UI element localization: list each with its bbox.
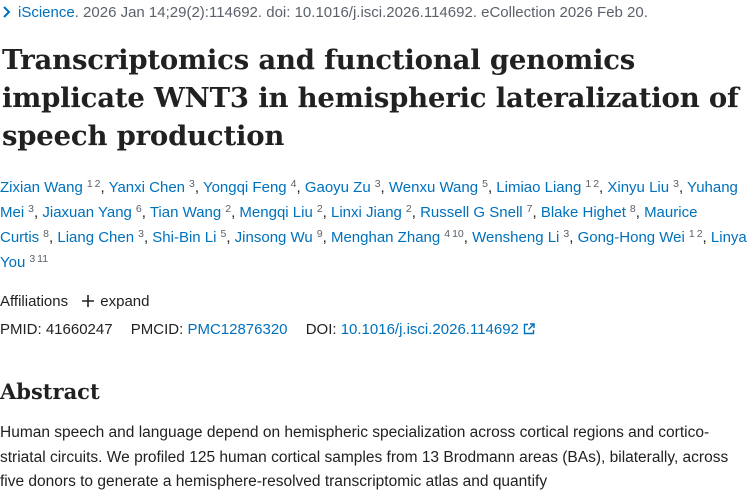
author-link[interactable]: Xinyu Liu	[607, 179, 670, 196]
author-affiliation-numbers: 4	[289, 178, 297, 190]
author-link[interactable]: Zixian Wang	[0, 179, 83, 196]
author-affiliation-numbers: 3	[26, 203, 34, 215]
affiliation-ref[interactable]: 3	[563, 228, 570, 240]
author-affiliation-numbers: 8	[628, 203, 636, 215]
author-affiliation-numbers: 3	[671, 178, 679, 190]
author-affiliation-numbers: 3	[561, 228, 569, 240]
author-list: Zixian Wang 1 2, Yanxi Chen 3, Yongqi Feng 4…	[0, 178, 747, 271]
author-affiliation-numbers: 8	[41, 228, 49, 240]
author-link[interactable]: Wenxu Wang	[388, 179, 479, 196]
affiliation-ref[interactable]: 5	[482, 178, 488, 190]
pmid-label: PMID:	[0, 321, 42, 338]
affiliation-ref[interactable]: 11	[37, 253, 49, 265]
author-link[interactable]: Maurice Curtis	[0, 204, 698, 246]
author-affiliation-numbers: 2	[223, 203, 231, 215]
article-title: Transcriptomics and functional genomics …	[2, 44, 739, 152]
author-link[interactable]: Yongqi Feng	[202, 179, 287, 196]
author-link[interactable]: Blake Highet	[540, 204, 626, 221]
author-affiliation-numbers: 6	[134, 203, 142, 215]
identifiers-row: PMID: 41660247 PMCID: PMC12876320 DOI: 1…	[0, 320, 535, 340]
affiliation-ref[interactable]: 3	[673, 178, 679, 190]
author-affiliation-numbers: 3 11	[27, 253, 48, 265]
author-affiliation-numbers: 5	[218, 228, 226, 240]
affiliation-ref[interactable]: 3	[374, 178, 381, 190]
affiliation-ref[interactable]: 8	[43, 228, 50, 240]
affiliation-ref[interactable]: 1	[585, 178, 592, 190]
affiliation-ref[interactable]: 6	[135, 203, 142, 215]
affiliations-expand-button[interactable]: expand	[82, 292, 149, 312]
author-link[interactable]: Gaoyu Zu	[304, 179, 371, 196]
author-link[interactable]: Menghan Zhang	[330, 229, 441, 246]
author-affiliation-numbers: 2	[315, 203, 323, 215]
affiliation-ref[interactable]: 8	[629, 203, 636, 215]
author-link[interactable]: Shi-Bin Li	[152, 229, 217, 246]
author-link[interactable]: Jinsong Wu	[234, 229, 313, 246]
affiliation-ref[interactable]: 2	[593, 178, 600, 190]
affiliation-ref[interactable]: 3	[29, 253, 36, 265]
plus-icon	[82, 295, 95, 307]
pmcid-link[interactable]: PMC12876320	[187, 321, 288, 338]
affiliation-ref[interactable]: 2	[94, 178, 101, 190]
author-link[interactable]: Wensheng Li	[472, 229, 560, 246]
pmcid-label: PMCID:	[130, 321, 184, 338]
affiliation-ref[interactable]: 2	[405, 203, 412, 215]
author-affiliation-numbers: 3	[187, 178, 195, 190]
author-link[interactable]: Linxi Jiang	[331, 204, 402, 221]
affiliation-ref[interactable]: 4	[290, 178, 297, 190]
author-link[interactable]: Yanxi Chen	[108, 179, 186, 196]
author-affiliation-numbers: 4 10	[442, 228, 464, 240]
affiliation-ref[interactable]: 7	[526, 203, 533, 215]
abstract-text: Human speech and language depend on hemi…	[0, 424, 729, 490]
author-link[interactable]: Russell G Snell	[420, 204, 523, 221]
journal-link[interactable]: iScience	[18, 4, 75, 21]
affiliation-ref[interactable]: 3	[138, 228, 144, 240]
citation-line: iScience. 2026 Jan 14;29(2):114692. doi:…	[0, 3, 648, 23]
affiliation-ref[interactable]: 4	[444, 228, 451, 240]
affiliation-ref[interactable]: 1	[86, 178, 93, 190]
doi-label: DOI:	[305, 321, 337, 338]
doi-link[interactable]: 10.1016/j.isci.2026.114692	[341, 321, 535, 338]
citation-details: . 2026 Jan 14;29(2):114692. doi: 10.1016…	[74, 4, 648, 21]
affiliation-ref[interactable]: 5	[220, 228, 227, 240]
affiliation-ref[interactable]: 3	[189, 178, 195, 190]
author-affiliation-numbers: 3	[373, 178, 381, 190]
affiliation-ref[interactable]: 10	[452, 228, 464, 240]
author-affiliation-numbers: 9	[315, 228, 323, 240]
affiliations-label: Affiliations	[0, 293, 69, 310]
affiliation-ref[interactable]: 2	[696, 228, 703, 240]
external-link-icon	[523, 323, 535, 335]
abstract-heading: Abstract	[0, 379, 100, 404]
pmid-value: 41660247	[45, 321, 113, 338]
affiliations-row: Affiliations expand	[0, 292, 149, 312]
author-link[interactable]: Mengqi Liu	[239, 204, 313, 221]
author-link[interactable]: Tian Wang	[149, 204, 222, 221]
affiliation-ref[interactable]: 9	[316, 228, 323, 240]
author-link[interactable]: Linya You	[0, 229, 747, 271]
author-affiliation-numbers: 3	[136, 228, 144, 240]
author-affiliation-numbers: 7	[525, 203, 533, 215]
affiliation-ref[interactable]: 2	[316, 203, 323, 215]
doi-value: 10.1016/j.isci.2026.114692	[340, 321, 519, 338]
author-link[interactable]: Jiaxuan Yang	[42, 204, 132, 221]
author-link[interactable]: Gong-Hong Wei	[577, 229, 685, 246]
affiliation-ref[interactable]: 1	[688, 228, 695, 240]
author-affiliation-numbers: 2	[404, 203, 412, 215]
author-link[interactable]: Yuhang Mei	[0, 179, 738, 221]
chevron-right-icon	[3, 6, 11, 18]
author-link[interactable]: Liang Chen	[57, 229, 135, 246]
affiliation-ref[interactable]: 3	[28, 203, 35, 215]
expand-label: expand	[100, 293, 150, 310]
affiliation-ref[interactable]: 2	[225, 203, 232, 215]
author-link[interactable]: Limiao Liang	[496, 179, 582, 196]
author-affiliation-numbers: 5	[480, 178, 488, 190]
